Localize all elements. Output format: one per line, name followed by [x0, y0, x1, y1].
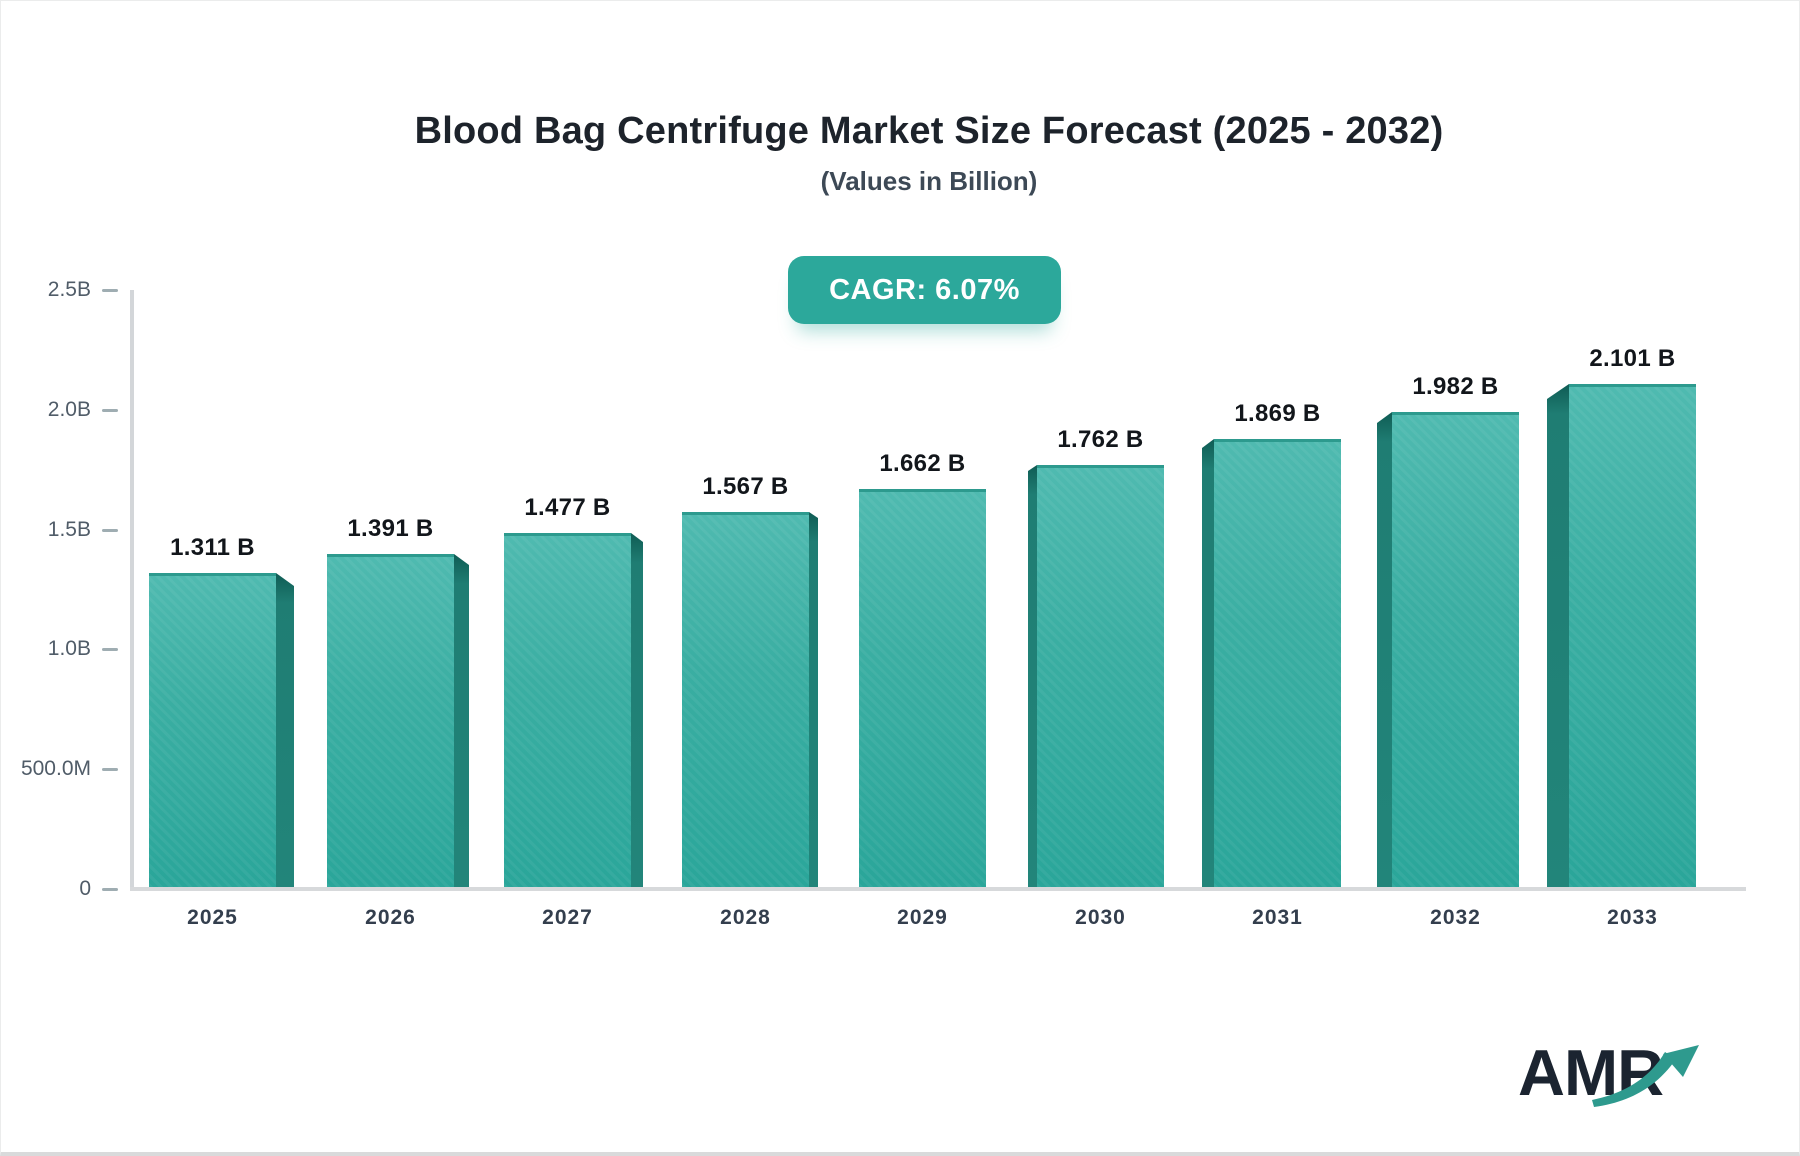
logo-text: AMR	[1518, 1036, 1663, 1109]
bar-2031[interactable]	[1202, 439, 1341, 887]
x-axis-label-2025: 2025	[187, 906, 238, 929]
bar-value-label: 1.869 B	[1234, 400, 1321, 427]
y-axis-tick-mark	[102, 888, 118, 891]
growth-arrow-icon	[1592, 1045, 1699, 1107]
bar-face	[1392, 412, 1519, 887]
bar-face	[327, 554, 454, 887]
bar-2025[interactable]	[149, 573, 294, 887]
cagr-badge: CAGR: 6.07%	[788, 256, 1061, 324]
y-axis-tick-label: 2.5B	[47, 278, 91, 301]
x-axis-line	[130, 887, 1746, 891]
x-axis-label-2028: 2028	[720, 906, 771, 929]
bar-face	[859, 489, 986, 887]
bar-value-label: 1.662 B	[879, 450, 966, 477]
chart-title: Blood Bag Centrifuge Market Size Forecas…	[414, 110, 1444, 152]
bar-2028[interactable]	[682, 512, 818, 887]
y-axis-tick-mark	[102, 289, 118, 292]
y-axis-tick-label: 2.0B	[47, 398, 91, 421]
bar-3d-side	[1377, 412, 1392, 887]
bar-face	[149, 573, 276, 887]
y-axis-tick-label: 0	[79, 877, 91, 900]
bar-value-label: 1.477 B	[524, 494, 611, 521]
bar-face	[1569, 384, 1696, 887]
bar-face	[1037, 465, 1164, 887]
bar-3d-side	[1202, 439, 1214, 887]
bar-value-label: 2.101 B	[1589, 345, 1676, 372]
x-axis-label-2027: 2027	[542, 906, 593, 929]
bar-3d-side	[276, 573, 294, 887]
x-axis-label-2030: 2030	[1075, 906, 1126, 929]
x-axis-label-2033: 2033	[1607, 906, 1658, 929]
bar-face	[1214, 439, 1341, 887]
bar-2027[interactable]	[504, 533, 643, 887]
bar-value-label: 1.391 B	[347, 515, 434, 542]
y-axis-tick-mark	[102, 648, 118, 651]
y-axis-tick-label: 1.0B	[47, 637, 91, 660]
x-axis-label-2032: 2032	[1430, 906, 1481, 929]
x-axis-label-2026: 2026	[365, 906, 416, 929]
chart-subtitle: (Values in Billion)	[820, 166, 1038, 196]
bar-value-label: 1.982 B	[1412, 373, 1499, 400]
bar-3d-side	[454, 554, 469, 887]
bar-3d-side	[631, 533, 643, 887]
x-axis-label-2029: 2029	[897, 906, 948, 929]
bar-2030[interactable]	[1028, 465, 1164, 887]
bar-2032[interactable]	[1377, 412, 1519, 887]
bar-face	[504, 533, 631, 887]
y-axis-tick-mark	[102, 768, 118, 771]
bar-3d-side	[809, 512, 818, 887]
y-axis-tick-label: 1.5B	[47, 518, 91, 541]
y-axis-tick-mark	[102, 409, 118, 412]
y-axis-tick-mark	[102, 529, 118, 532]
bar-3d-side	[1028, 465, 1037, 887]
bar-2033[interactable]	[1547, 384, 1696, 887]
amr-logo[interactable]: AMR	[1504, 1013, 1714, 1123]
bar-face	[682, 512, 809, 887]
bar-value-label: 1.762 B	[1057, 426, 1144, 453]
bar-value-label: 1.311 B	[170, 534, 255, 561]
bar-2029[interactable]	[859, 489, 986, 887]
bar-value-label: 1.567 B	[702, 473, 789, 500]
bar-2026[interactable]	[327, 554, 469, 887]
x-axis-label-2031: 2031	[1252, 906, 1303, 929]
y-axis-line	[130, 290, 134, 889]
bar-3d-side	[1547, 384, 1569, 887]
y-axis-tick-label: 500.0M	[20, 757, 91, 780]
